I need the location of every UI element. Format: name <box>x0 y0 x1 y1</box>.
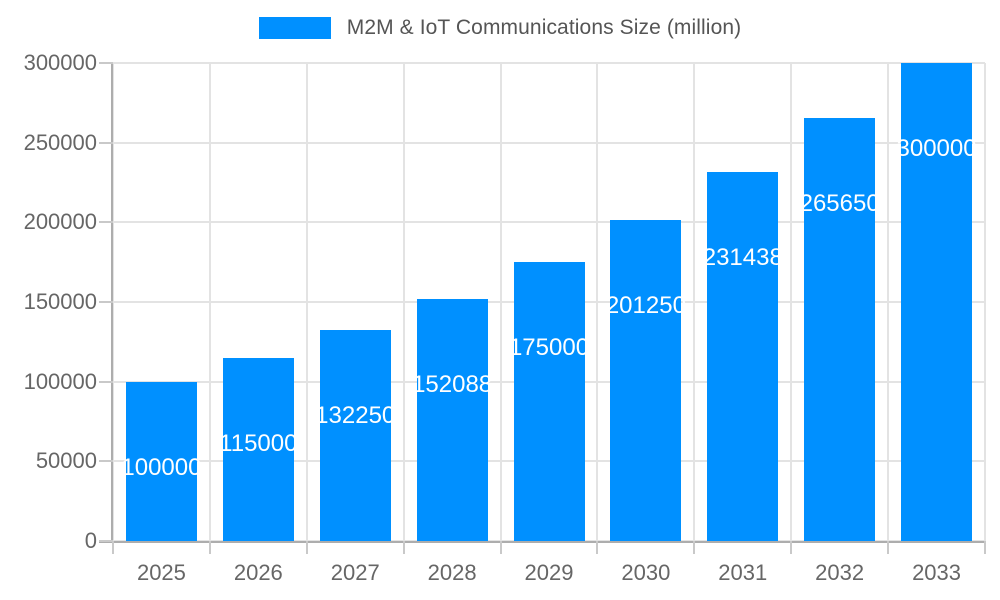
y-axis-tick-mark <box>99 460 113 463</box>
y-axis-tick-label: 0 <box>84 528 97 553</box>
legend-color-swatch-icon <box>258 16 331 39</box>
bar[interactable] <box>416 298 488 541</box>
x-axis-tick-mark <box>112 541 114 554</box>
gridline-vertical <box>693 63 696 541</box>
gridline-vertical <box>596 63 599 541</box>
x-axis-tick-mark <box>887 541 890 554</box>
x-axis-tick-label: 2029 <box>524 560 574 585</box>
y-axis-tick-label: 300000 <box>23 50 97 75</box>
x-axis-tick-label: 2032 <box>815 560 865 585</box>
x-axis-tick-mark <box>305 541 308 554</box>
y-axis-tick-mark <box>99 221 113 224</box>
y-axis-tick-label: 150000 <box>23 289 97 314</box>
bar[interactable] <box>610 220 682 541</box>
x-axis-tick-mark <box>402 541 405 554</box>
gridline-vertical <box>112 63 114 541</box>
y-axis-tick-label: 250000 <box>23 129 97 155</box>
gridline-vertical <box>499 63 502 541</box>
x-axis-tick-label: 2031 <box>718 560 768 585</box>
y-axis-tick-label: 200000 <box>23 209 97 235</box>
y-axis-tick-mark <box>99 141 113 144</box>
legend-entry[interactable]: M2M & IoT Communications Size (million) <box>258 15 742 40</box>
x-axis-tick-mark <box>693 541 696 554</box>
bar[interactable] <box>222 357 294 541</box>
y-axis-tick-mark <box>99 380 113 383</box>
x-axis-tick-mark <box>596 541 599 554</box>
x-axis-tick-label: 2027 <box>330 560 380 585</box>
gridline-vertical <box>305 63 308 541</box>
bar[interactable] <box>513 262 585 541</box>
gridline-vertical <box>208 63 211 541</box>
y-axis-tick-mark <box>99 540 113 542</box>
x-axis-line <box>99 541 985 543</box>
bar[interactable] <box>901 63 973 541</box>
x-axis-tick-label: 2030 <box>621 560 671 585</box>
bar[interactable] <box>319 330 391 541</box>
bar[interactable] <box>707 172 779 541</box>
gridline-vertical <box>402 63 405 541</box>
bar[interactable] <box>804 117 876 541</box>
x-axis-tick-label: 2025 <box>136 560 186 585</box>
y-axis-line <box>111 63 113 543</box>
legend-label: M2M & IoT Communications Size (million) <box>346 15 742 39</box>
chart-legend: M2M & IoT Communications Size (million) <box>0 0 1000 55</box>
x-axis-tick-label: 2033 <box>912 560 962 585</box>
gridline-vertical <box>984 63 986 541</box>
gridline-horizontal <box>113 141 985 144</box>
x-axis-tick-mark <box>790 541 793 554</box>
x-axis-tick-mark <box>208 541 211 554</box>
x-axis-tick-label: 2028 <box>427 560 477 585</box>
gridline-vertical <box>887 63 890 541</box>
y-axis-tick-mark <box>99 301 113 303</box>
y-axis-tick-label: 100000 <box>23 368 97 394</box>
y-axis-tick-label: 50000 <box>35 448 97 474</box>
gridline-horizontal <box>113 62 985 64</box>
gridline-horizontal <box>113 221 985 224</box>
x-axis-tick-mark <box>984 541 986 554</box>
bar[interactable] <box>125 381 197 541</box>
y-axis-tick-mark <box>99 62 113 64</box>
x-axis-tick-label: 2026 <box>233 560 283 585</box>
x-axis-tick-mark <box>499 541 502 554</box>
plot-area: 100000 115000 132250 152088 175000 201250 2314… <box>112 62 986 542</box>
gridline-vertical <box>790 63 793 541</box>
